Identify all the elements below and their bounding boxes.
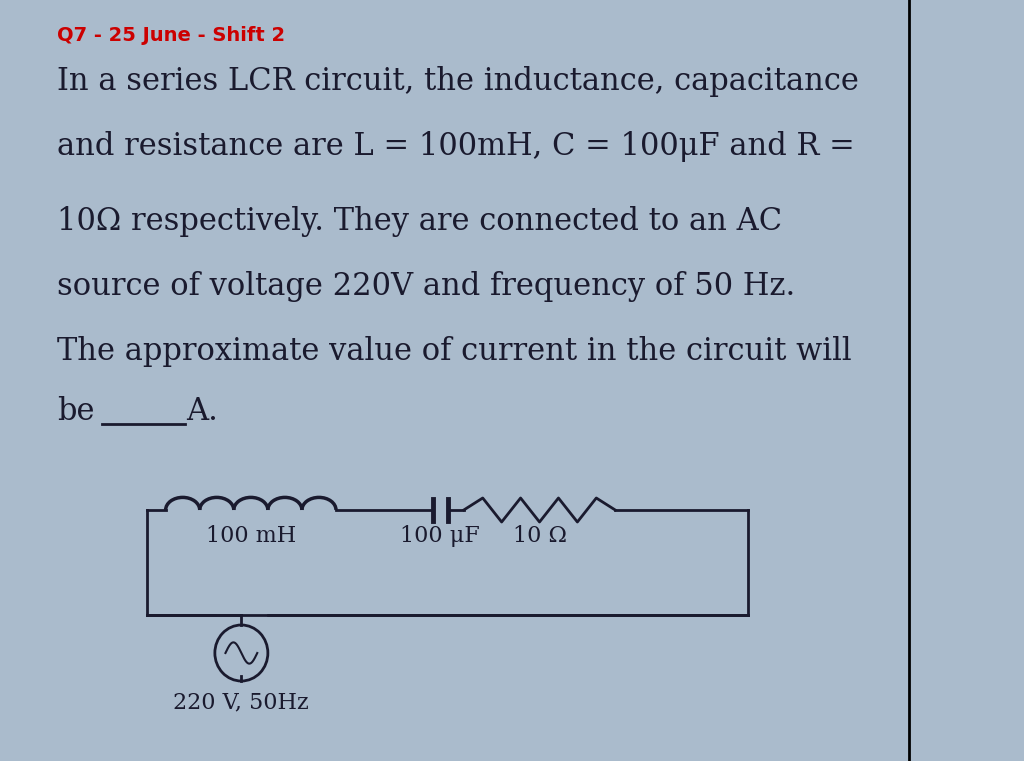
Text: 10Ω respectively. They are connected to an AC: 10Ω respectively. They are connected to … [56, 206, 782, 237]
Text: A.: A. [186, 396, 218, 427]
Text: 100 μF: 100 μF [400, 525, 480, 547]
Text: In a series LCR circuit, the inductance, capacitance: In a series LCR circuit, the inductance,… [56, 66, 859, 97]
Text: and resistance are L = 100mH, C = 100μF and R =: and resistance are L = 100mH, C = 100μF … [56, 131, 855, 162]
Text: be: be [56, 396, 94, 427]
Text: 10 Ω: 10 Ω [512, 525, 566, 547]
Text: The approximate value of current in the circuit will: The approximate value of current in the … [56, 336, 851, 367]
Text: 220 V, 50Hz: 220 V, 50Hz [173, 691, 309, 713]
Text: 100 mH: 100 mH [206, 525, 296, 547]
Text: Q7 - 25 June - Shift 2: Q7 - 25 June - Shift 2 [56, 26, 285, 45]
Text: source of voltage 220V and frequency of 50 Hz.: source of voltage 220V and frequency of … [56, 271, 795, 302]
